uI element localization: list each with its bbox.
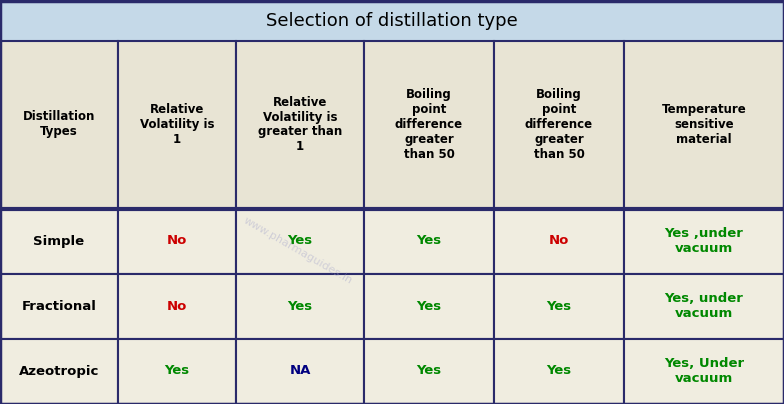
Text: Selection of distillation type: Selection of distillation type [266, 11, 518, 29]
Text: No: No [167, 299, 187, 313]
Bar [624, 208, 784, 274]
Text: No: No [167, 234, 187, 248]
Bar [364, 40, 494, 208]
Bar [236, 339, 364, 404]
Bar [364, 208, 494, 274]
Text: Yes: Yes [288, 299, 313, 313]
Bar [0, 274, 118, 339]
Text: Boiling
point
difference
greater
than 50: Boiling point difference greater than 50 [395, 88, 463, 161]
Bar [364, 274, 494, 339]
Text: Temperature
sensitive
material: Temperature sensitive material [662, 103, 746, 146]
Bar [624, 40, 784, 208]
Text: NA: NA [289, 364, 310, 377]
Bar [494, 208, 624, 274]
Text: Yes: Yes [165, 364, 190, 377]
Bar [236, 274, 364, 339]
Text: Yes, under
vacuum: Yes, under vacuum [665, 292, 743, 320]
Text: Azeotropic: Azeotropic [19, 364, 100, 377]
Bar [624, 339, 784, 404]
Text: Yes: Yes [416, 299, 441, 313]
Bar [494, 274, 624, 339]
Bar [0, 0, 784, 40]
Text: Yes: Yes [288, 234, 313, 248]
Text: Boiling
point
difference
greater
than 50: Boiling point difference greater than 50 [525, 88, 593, 161]
Text: Yes: Yes [546, 364, 572, 377]
Text: Fractional: Fractional [22, 299, 96, 313]
Text: No: No [549, 234, 569, 248]
Bar [118, 40, 236, 208]
Text: Yes ,under
vacuum: Yes ,under vacuum [665, 227, 743, 255]
Bar [236, 208, 364, 274]
Bar [494, 40, 624, 208]
Bar [624, 274, 784, 339]
Text: Distillation
Types: Distillation Types [23, 111, 95, 139]
Bar [118, 208, 236, 274]
Bar [236, 40, 364, 208]
Text: Relative
Volatility is
greater than
1: Relative Volatility is greater than 1 [258, 95, 342, 154]
Text: Relative
Volatility is
1: Relative Volatility is 1 [140, 103, 214, 146]
Bar [118, 339, 236, 404]
Text: Yes: Yes [546, 299, 572, 313]
Bar [364, 339, 494, 404]
Bar [0, 339, 118, 404]
Text: Yes: Yes [416, 234, 441, 248]
Bar [0, 208, 118, 274]
Bar [118, 274, 236, 339]
Text: Simple: Simple [34, 234, 85, 248]
Text: Yes: Yes [416, 364, 441, 377]
Bar [494, 339, 624, 404]
Bar [0, 40, 118, 208]
Text: www.pharmaguides.in: www.pharmaguides.in [241, 215, 354, 286]
Text: Yes, Under
vacuum: Yes, Under vacuum [664, 357, 744, 385]
